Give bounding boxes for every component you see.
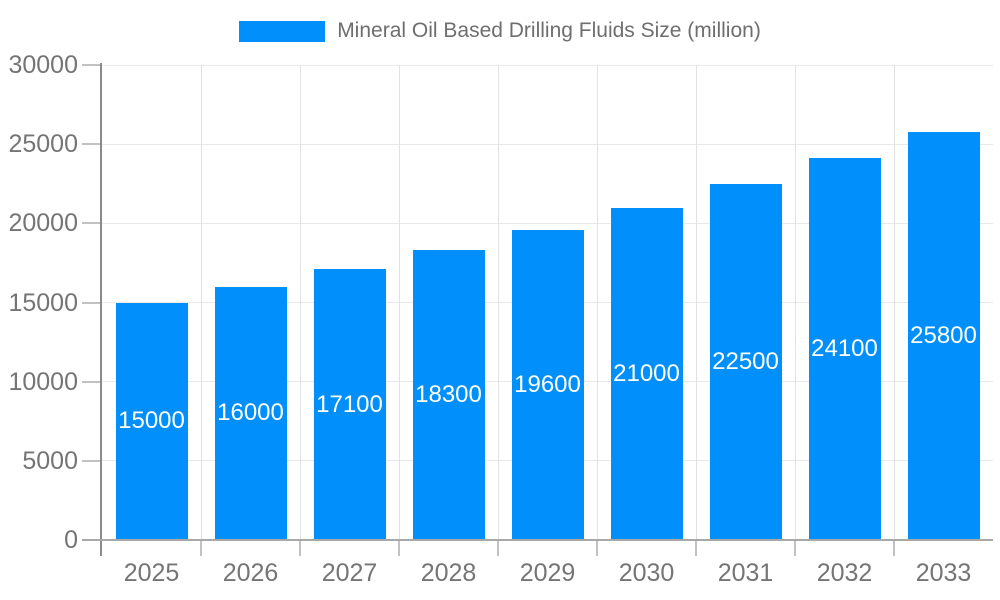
x-tick-mark bbox=[794, 540, 796, 556]
y-axis-label: 0 bbox=[64, 526, 78, 554]
x-gridline bbox=[398, 65, 400, 540]
y-axis-label: 25000 bbox=[8, 130, 78, 159]
x-gridline bbox=[695, 65, 697, 540]
x-tick-mark bbox=[893, 540, 895, 556]
bar-2027[interactable]: 17100 bbox=[313, 269, 386, 540]
x-axis-label: 2029 bbox=[519, 559, 576, 587]
y-axis-line bbox=[100, 63, 102, 556]
y-gridline bbox=[102, 222, 993, 224]
x-gridline bbox=[596, 65, 598, 540]
y-axis-label: 5000 bbox=[22, 446, 78, 475]
bar-value-label: 16000 bbox=[217, 399, 284, 427]
y-axis-label: 20000 bbox=[8, 209, 78, 238]
y-tick-mark bbox=[82, 143, 101, 146]
x-gridline bbox=[200, 65, 202, 540]
x-axis-baseline bbox=[82, 539, 993, 541]
x-axis-label: 2026 bbox=[222, 559, 279, 587]
x-axis-label: 2030 bbox=[618, 559, 675, 587]
x-gridline bbox=[299, 65, 301, 540]
x-tick-mark bbox=[398, 540, 400, 556]
bar-2025[interactable]: 15000 bbox=[115, 302, 188, 540]
x-axis-label: 2031 bbox=[717, 559, 774, 587]
y-tick-mark bbox=[82, 64, 101, 66]
y-tick-mark bbox=[82, 222, 101, 225]
y-tick-mark bbox=[82, 301, 101, 304]
bar-2032[interactable]: 24100 bbox=[808, 158, 881, 540]
y-axis-label: 30000 bbox=[8, 51, 78, 79]
x-axis-label: 2028 bbox=[420, 559, 477, 587]
x-tick-mark bbox=[596, 540, 598, 556]
legend-item[interactable]: Mineral Oil Based Drilling Fluids Size (… bbox=[239, 19, 761, 43]
y-tick-mark bbox=[82, 459, 101, 462]
bar-2033[interactable]: 25800 bbox=[907, 131, 980, 540]
x-gridline bbox=[497, 65, 499, 540]
x-axis-label: 2033 bbox=[915, 559, 972, 587]
chart-legend: Mineral Oil Based Drilling Fluids Size (… bbox=[0, 19, 1000, 43]
y-tick-mark bbox=[82, 380, 101, 383]
bar-value-label: 25800 bbox=[910, 321, 977, 349]
x-tick-mark bbox=[200, 540, 202, 556]
x-tick-mark bbox=[497, 540, 499, 556]
bar-value-label: 18300 bbox=[415, 381, 482, 409]
x-axis-label: 2032 bbox=[816, 559, 873, 587]
bar-2026[interactable]: 16000 bbox=[214, 286, 287, 540]
y-gridline bbox=[102, 64, 993, 66]
x-axis-label: 2027 bbox=[321, 559, 378, 587]
bar-value-label: 21000 bbox=[613, 359, 680, 387]
legend-label: Mineral Oil Based Drilling Fluids Size (… bbox=[337, 19, 761, 42]
x-tick-mark bbox=[695, 540, 697, 556]
y-gridline bbox=[102, 143, 993, 145]
bar-value-label: 19600 bbox=[514, 370, 581, 398]
y-axis-label: 15000 bbox=[8, 288, 78, 317]
bar-value-label: 24100 bbox=[811, 335, 878, 363]
bar-2031[interactable]: 22500 bbox=[709, 183, 782, 540]
legend-swatch bbox=[239, 20, 326, 42]
x-gridline bbox=[794, 65, 796, 540]
bar-value-label: 22500 bbox=[712, 347, 779, 375]
x-tick-mark bbox=[299, 540, 301, 556]
bar-2028[interactable]: 18300 bbox=[412, 250, 485, 540]
bar-2029[interactable]: 19600 bbox=[511, 229, 584, 540]
bar-2030[interactable]: 21000 bbox=[610, 207, 683, 540]
bar-value-label: 17100 bbox=[316, 390, 383, 418]
x-gridline bbox=[893, 65, 895, 540]
bar-value-label: 15000 bbox=[118, 407, 185, 435]
y-axis-label: 10000 bbox=[8, 367, 78, 396]
x-axis-label: 2025 bbox=[123, 559, 180, 587]
